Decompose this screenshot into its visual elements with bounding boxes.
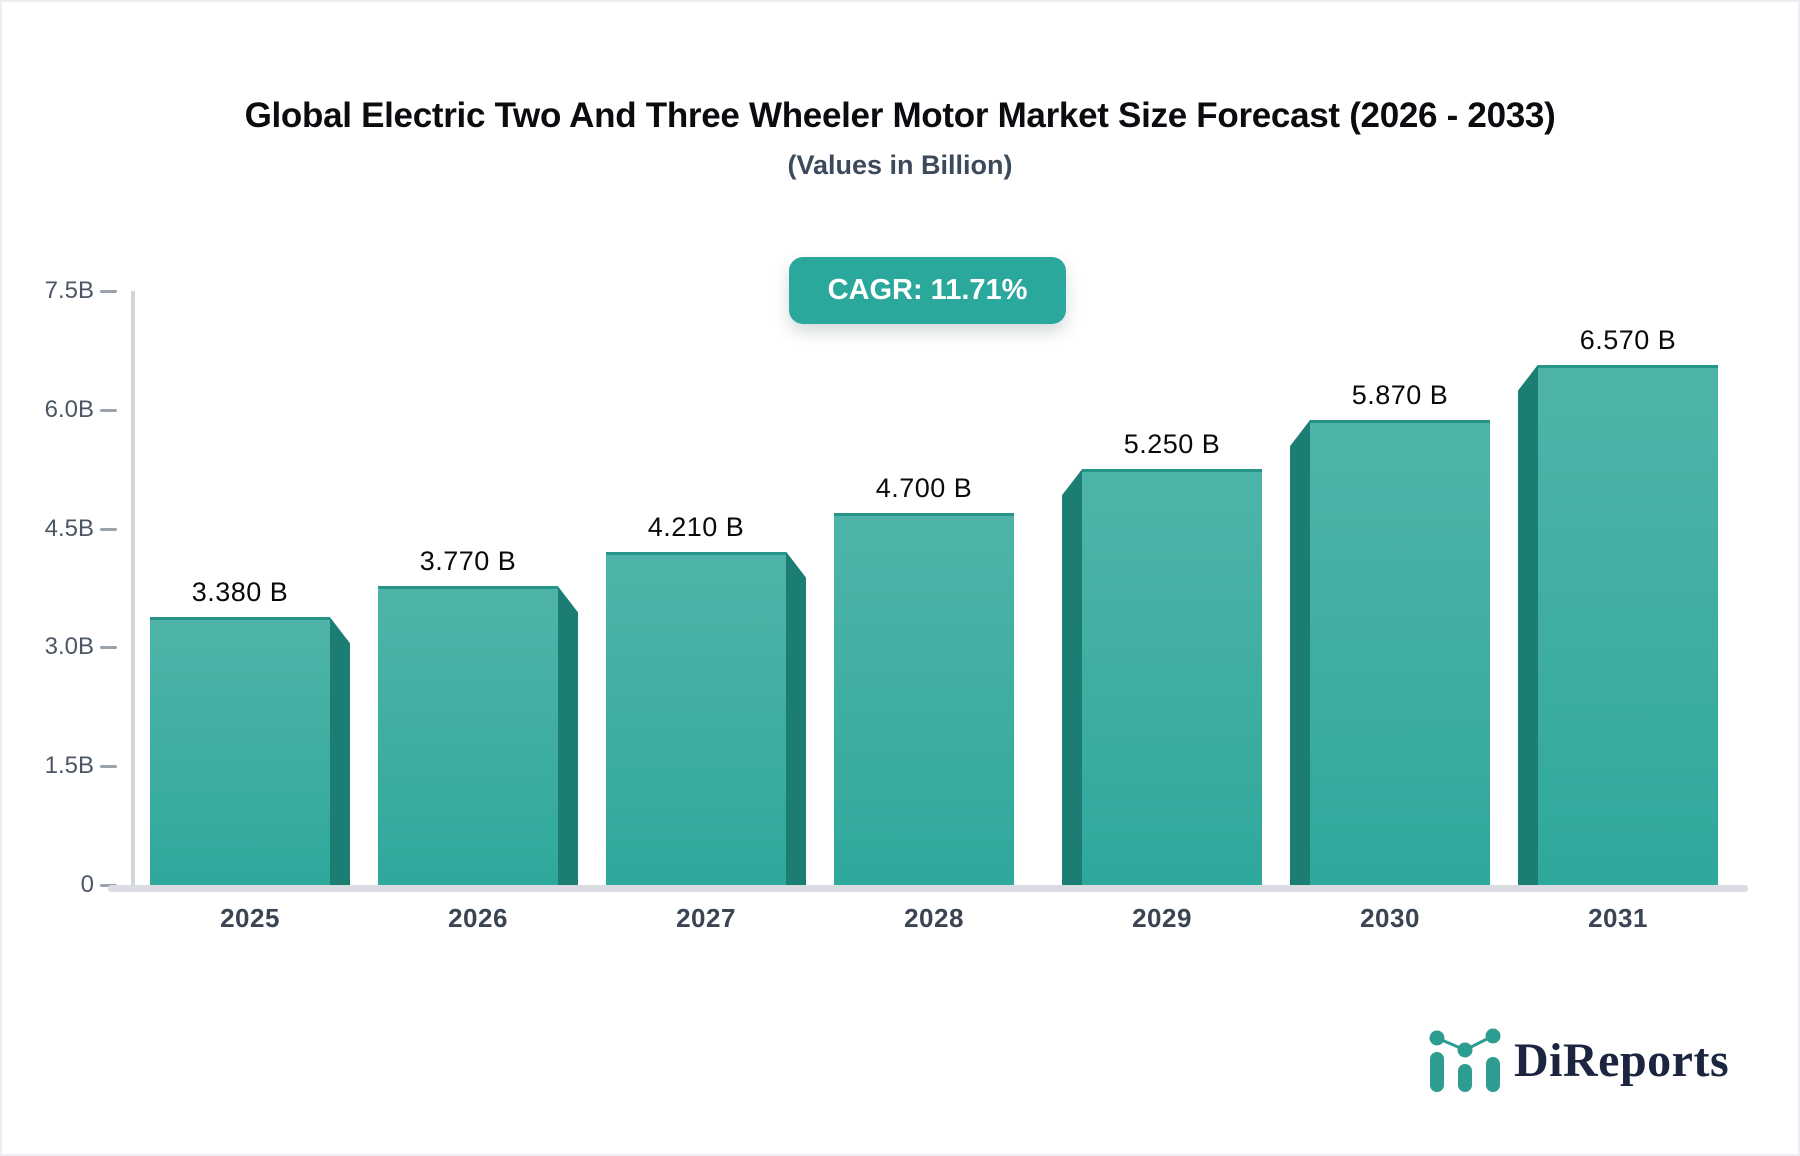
bar-2031 [1538,364,1718,885]
y-axis-tick-label: 3.0B [44,633,94,661]
bar-2029 [1082,469,1262,885]
y-axis-tick [100,408,117,412]
mini-bar-line-chart-icon [1429,1028,1501,1092]
bar-2028 [834,512,1014,885]
y-axis-tick-label: 7.5B [44,277,94,304]
bar-2030 [1310,420,1490,885]
bar-3d-side [786,551,806,885]
bar-2026 [378,586,558,885]
bar-3d-side [1290,420,1310,885]
x-axis-label: 2031 [1588,903,1648,933]
bar-3d-side [330,617,350,885]
bar-value-label: 4.700 B [875,472,973,503]
brand-logo-text: DiReports [1514,1034,1730,1087]
bar-2025 [150,617,330,885]
bar-3d-side [558,586,578,885]
brand-logo: DiReports [1428,1028,1729,1094]
y-axis-tick-label: 4.5B [44,514,94,542]
y-axis-tick [100,527,117,531]
bar-value-label: 4.210 B [647,511,745,542]
x-axis-label: 2025 [220,903,280,933]
y-axis-tick [100,765,117,769]
x-axis-label: 2026 [448,903,508,933]
bar-3d-side [1062,469,1082,885]
chart-subtitle: (Values in Billion) [787,150,1013,180]
bar-value-label: 5.870 B [1351,380,1449,411]
x-axis-label: 2027 [676,903,736,933]
y-axis-tick-label: 6.0B [44,395,94,423]
bar-value-label: 3.380 B [191,577,289,608]
bar-value-label: 3.770 B [419,546,517,577]
bar-3d-side [1518,364,1538,885]
cagr-badge: CAGR: 11.71% [789,257,1066,324]
y-axis-tick [100,290,117,293]
cagr-badge-label: CAGR: 11.71% [827,274,1028,306]
y-axis-line [131,291,135,885]
y-axis-tick-label: 1.5B [44,752,94,780]
bar-2027 [606,551,786,885]
x-axis-label: 2028 [904,903,964,933]
y-axis-tick-label: 0 [80,871,94,898]
x-axis-label: 2029 [1132,903,1192,933]
x-axis-label: 2030 [1360,903,1420,933]
bar-value-label: 5.250 B [1123,429,1221,460]
bar-value-label: 6.570 B [1579,324,1677,355]
chart-title: Global Electric Two And Three Wheeler Mo… [244,96,1556,135]
y-axis-tick [100,646,117,650]
x-axis-baseline [108,885,1748,892]
